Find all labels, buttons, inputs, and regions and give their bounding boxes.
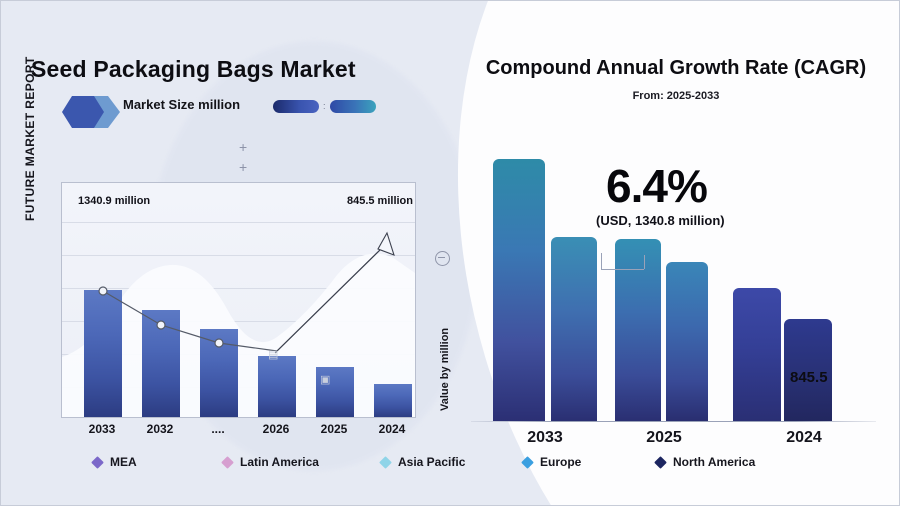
legend-diamond-icon-asia-pacific — [379, 455, 392, 469]
bar-2024-primary — [733, 288, 781, 421]
footer-legend: MEA Latin America Asia Pacific Europe No… — [1, 455, 899, 479]
step-connector-mark — [601, 253, 645, 270]
pill-separator: : — [323, 101, 326, 111]
left-chart-value-label-start: 1340.9 million — [78, 195, 151, 207]
right-x-label-1: 2025 — [646, 429, 682, 446]
legend-item-europe[interactable]: Europe — [521, 455, 582, 469]
watermark-icon-1: ▤ — [268, 349, 279, 361]
right-x-label-0: 2033 — [527, 429, 563, 446]
right-panel: Compound Annual Growth Rate (CAGR) From:… — [435, 1, 899, 505]
x-label-2: .... — [211, 422, 225, 436]
cagr-percentage: 6.4% — [606, 160, 708, 212]
gradient-pill-legend: : — [273, 100, 376, 113]
minus-circle-icon — [435, 251, 450, 266]
x-label-4: 2025 — [320, 422, 348, 436]
legend-diamond-icon-mea — [91, 455, 104, 469]
hexagon-logo-icon — [62, 93, 128, 131]
plus-icon-1: + — [239, 139, 248, 155]
right-chart-x-axis: 2033 2025 2024 — [471, 429, 891, 453]
right-chart-baseline — [471, 421, 876, 422]
legend-diamond-icon-europe — [521, 455, 534, 469]
pill-swatch-primary — [273, 100, 319, 113]
x-label-0: 2033 — [88, 422, 116, 436]
legend-item-north-america[interactable]: North America — [654, 455, 756, 469]
right-chart-bars — [471, 141, 891, 421]
market-size-legend-label: Market Size million — [123, 97, 241, 112]
legend-label-north-america: North America — [673, 455, 756, 469]
bar-2024-secondary — [784, 319, 832, 421]
legend-diamond-icon-latin-america — [221, 455, 234, 469]
left-chart-overlay — [98, 231, 395, 354]
bar-2033-primary — [493, 159, 545, 421]
legend-diamond-icon-north-america — [654, 455, 667, 469]
bar-2026 — [258, 356, 296, 417]
x-label-3: 2026 — [262, 422, 290, 436]
left-chart-value-label-end: 845.5 million — [346, 195, 413, 207]
left-chart-x-axis: 2033 2032 .... 2026 2025 2024 — [61, 422, 416, 444]
legend-item-mea[interactable]: MEA — [91, 455, 137, 469]
gridline — [62, 222, 415, 223]
watermark-icon-2: ▣ — [320, 374, 331, 386]
plus-icon-2: + — [239, 159, 248, 175]
legend-label-mea: MEA — [110, 455, 137, 469]
legend-label-latin-america: Latin America — [240, 455, 319, 469]
left-chart-y-axis-label: FUTURE MARKET REPORT — [23, 56, 37, 221]
pill-swatch-secondary — [329, 100, 376, 113]
cagr-usd-value: (USD, 1340.8 million) — [596, 213, 725, 228]
x-label-5: 2024 — [378, 422, 406, 436]
left-chart-plot-area: 1340.9 million 845.5 million ▤ ▣ — [61, 182, 416, 418]
bar-2025-secondary — [666, 262, 708, 421]
legend-label-asia-pacific: Asia Pacific — [398, 455, 466, 469]
cagr-title: Compound Annual Growth Rate (CAGR) — [485, 57, 867, 79]
bar-2033 — [84, 290, 122, 417]
legend-item-asia-pacific[interactable]: Asia Pacific — [379, 455, 466, 469]
left-chart-bars — [62, 181, 415, 417]
bar-2033-secondary — [551, 237, 597, 421]
legend-item-latin-america[interactable]: Latin America — [221, 455, 319, 469]
right-x-label-2: 2024 — [786, 429, 822, 446]
legend-label-europe: Europe — [540, 455, 582, 469]
left-panel: Seed Packaging Bags Market Market Size m… — [1, 1, 451, 505]
right-chart-y-axis-label: Value by million — [439, 327, 451, 411]
bar-2024 — [374, 384, 412, 417]
x-label-1: 2032 — [146, 422, 174, 436]
cagr-subtitle: From: 2025-2033 — [632, 90, 720, 102]
bar-2025 — [316, 367, 354, 417]
bar-data-label-845: 845.5 — [790, 369, 828, 386]
page-title: Seed Packaging Bags Market — [31, 56, 356, 82]
